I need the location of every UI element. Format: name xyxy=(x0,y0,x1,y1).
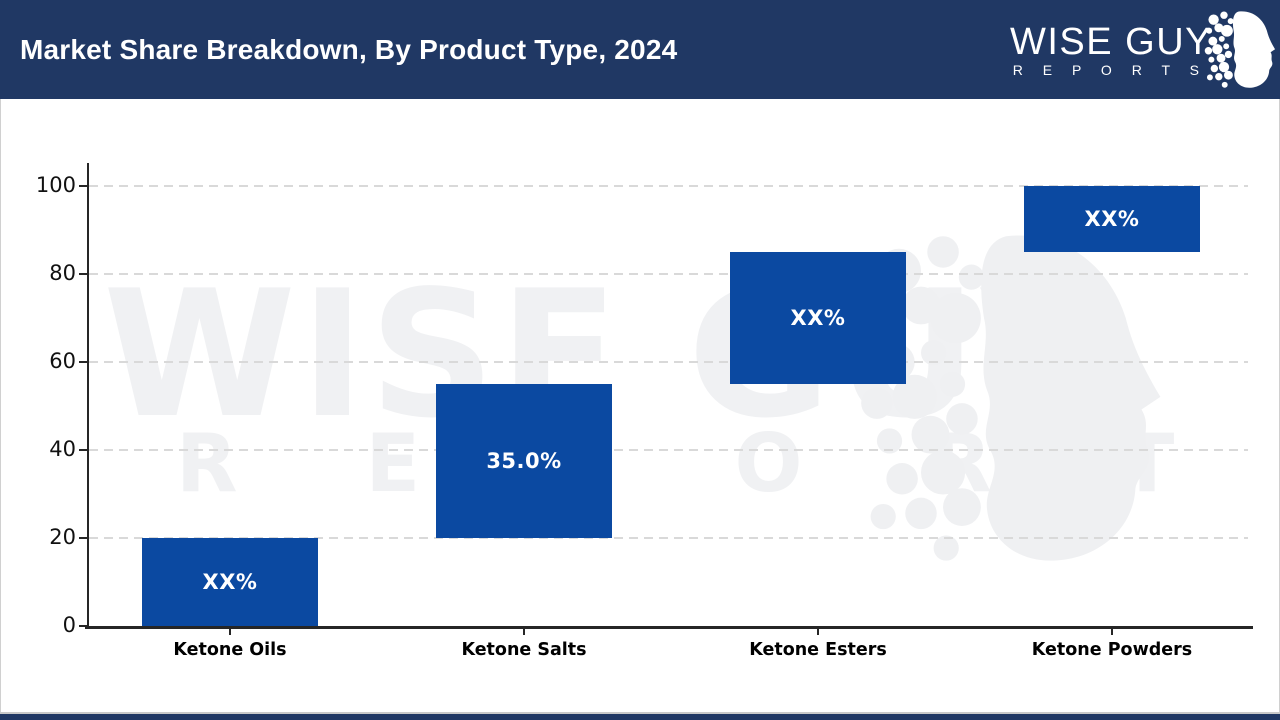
y-tickmark-60 xyxy=(79,361,87,363)
gridline-y-20 xyxy=(89,537,1248,539)
y-tickmark-0 xyxy=(79,625,87,627)
x-tickmark-2 xyxy=(817,628,819,635)
x-category-label: Ketone Oils xyxy=(173,640,287,660)
x-category-label: Ketone Powders xyxy=(1031,640,1193,660)
footer-divider xyxy=(0,712,1280,714)
bar-value-label: XX% xyxy=(202,570,258,594)
x-tickmark-0 xyxy=(229,628,231,635)
y-tick-label-20: 20 xyxy=(49,525,76,549)
bar-ketone-powders: XX% xyxy=(1024,186,1200,252)
logo-wordmark: WISE GUY xyxy=(1009,21,1212,63)
y-tickmark-100 xyxy=(79,185,87,187)
bar-ketone-esters: XX% xyxy=(730,252,906,384)
x-tickmark-3 xyxy=(1111,628,1113,635)
footer-accent-band xyxy=(0,714,1280,720)
y-tick-label-0: 0 xyxy=(62,613,76,637)
page-title: Market Share Breakdown, By Product Type,… xyxy=(20,33,678,65)
y-tickmark-20 xyxy=(79,537,87,539)
bar-value-label: 35.0% xyxy=(486,449,562,473)
bar-value-label: XX% xyxy=(1084,207,1140,231)
y-tickmark-80 xyxy=(79,273,87,275)
x-tickmark-1 xyxy=(523,628,525,635)
x-category-label: Ketone Esters xyxy=(749,640,887,660)
y-tick-label-100: 100 xyxy=(35,173,76,197)
gridline-y-80 xyxy=(89,273,1248,275)
y-axis-line xyxy=(87,163,89,628)
gridline-y-40 xyxy=(89,449,1248,451)
dotted-head-profile-watermark-icon xyxy=(861,235,1161,561)
dotted-head-profile-icon xyxy=(1204,11,1276,88)
x-axis-line xyxy=(85,626,1253,629)
logo-subtext: R E P O R T S xyxy=(1012,62,1207,78)
y-tickmark-40 xyxy=(79,449,87,451)
y-tick-label-40: 40 xyxy=(49,437,76,461)
y-tick-label-60: 60 xyxy=(49,349,76,373)
gridline-y-60 xyxy=(89,361,1248,363)
bar-ketone-salts: 35.0% xyxy=(436,384,612,538)
bar-value-label: XX% xyxy=(790,306,846,330)
y-tick-label-80: 80 xyxy=(49,261,76,285)
gridline-y-100 xyxy=(89,185,1248,187)
x-category-label: Ketone Salts xyxy=(461,640,587,660)
wise-guy-reports-logo: WISE GUY R E P O R T S xyxy=(1010,0,1280,99)
bar-ketone-oils: XX% xyxy=(142,538,318,626)
header-bar: Market Share Breakdown, By Product Type,… xyxy=(0,0,1280,99)
